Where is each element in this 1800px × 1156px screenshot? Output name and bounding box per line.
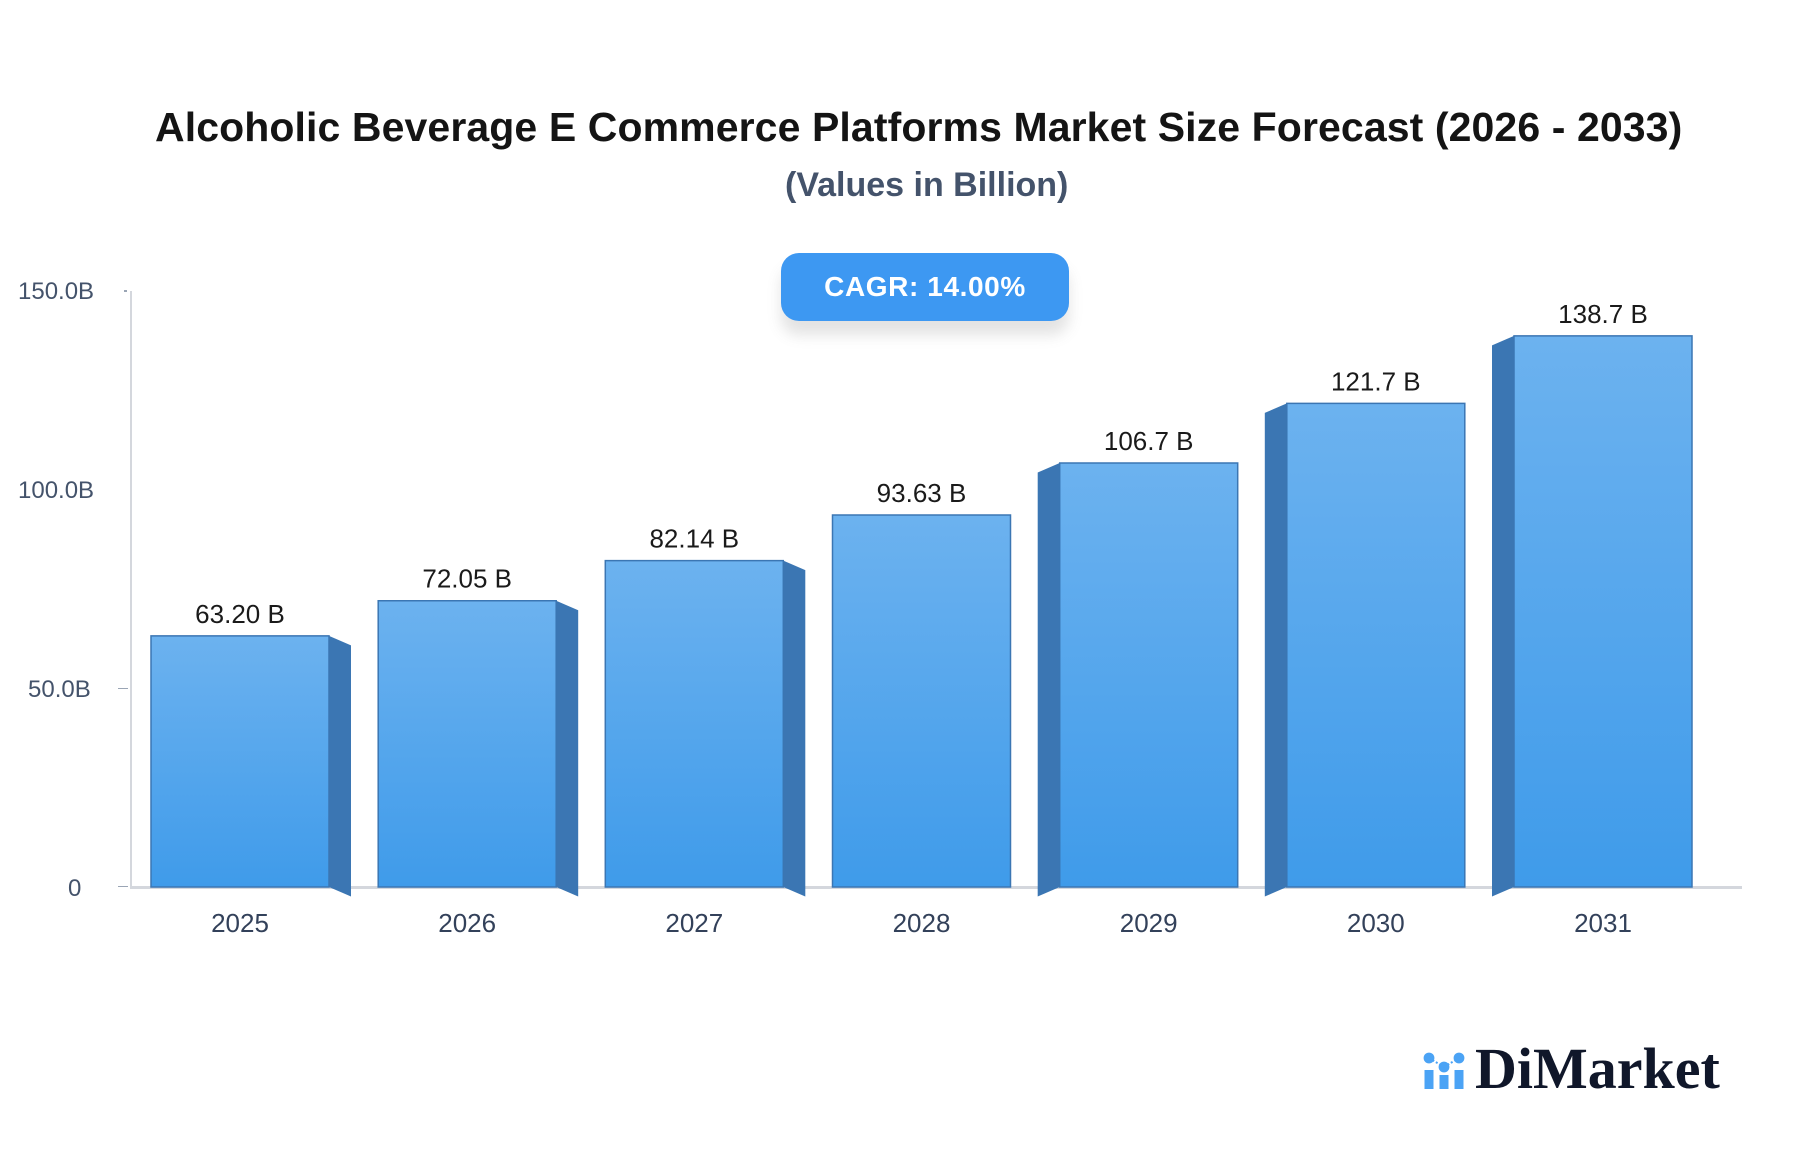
svg-text:2029: 2029 (1120, 908, 1178, 938)
svg-text:138.7 B: 138.7 B (1558, 299, 1648, 329)
svg-text:72.05 B: 72.05 B (422, 564, 512, 594)
svg-text:2031: 2031 (1574, 908, 1632, 938)
svg-text:82.14 B: 82.14 B (649, 524, 739, 554)
svg-text:93.63 B: 93.63 B (877, 478, 967, 508)
svg-text:2030: 2030 (1347, 908, 1405, 938)
svg-text:63.20 B: 63.20 B (195, 599, 285, 629)
svg-text:2026: 2026 (438, 908, 496, 938)
svg-text:2028: 2028 (893, 908, 951, 938)
svg-text:2027: 2027 (665, 908, 723, 938)
svg-text:2025: 2025 (211, 908, 269, 938)
svg-text:121.7 B: 121.7 B (1331, 366, 1421, 396)
svg-text:106.7 B: 106.7 B (1104, 426, 1194, 456)
